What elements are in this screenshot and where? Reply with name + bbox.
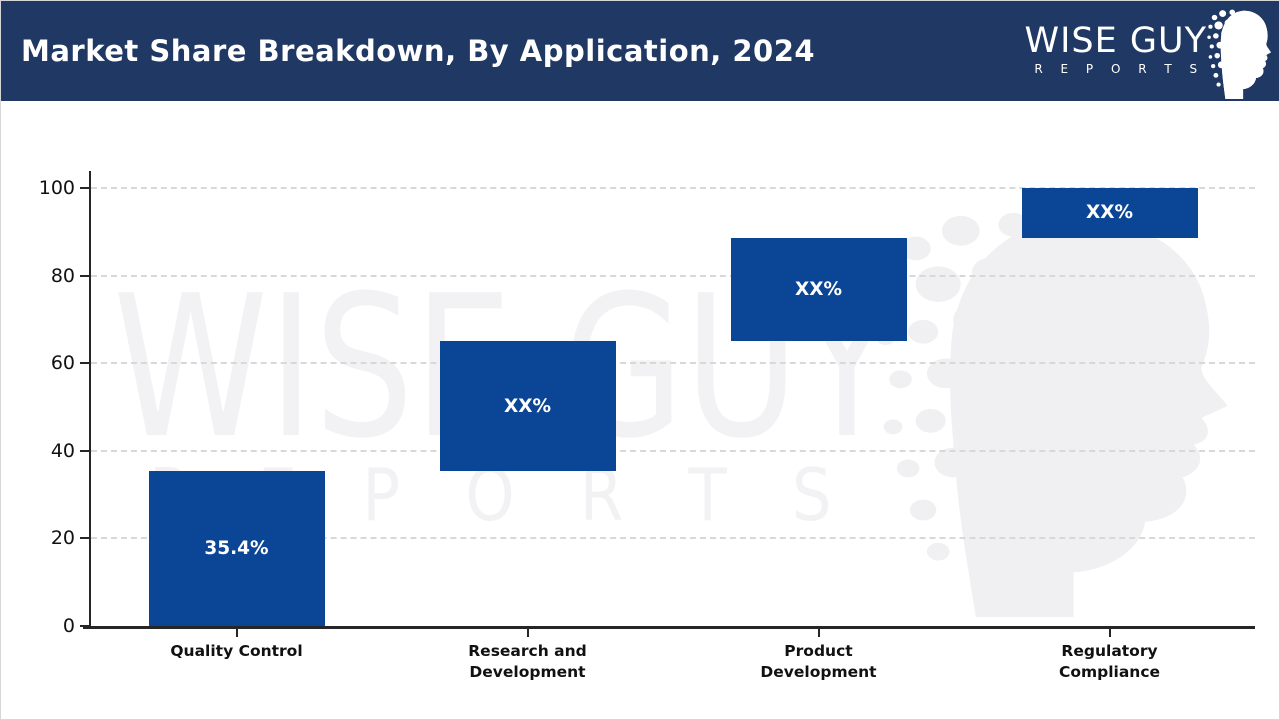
wiseguy-logo-face-icon (1207, 9, 1271, 99)
x-axis-tick-mark (235, 628, 238, 637)
y-axis-tick-label: 100 (38, 177, 75, 199)
y-axis-tick-mark (80, 449, 91, 452)
y-axis-tick-mark (80, 537, 91, 540)
y-axis-tick-label: 60 (50, 352, 75, 375)
bar-value-label: XX% (503, 395, 552, 417)
y-axis-tick-mark (80, 362, 91, 365)
bar-segment: 35.4% (148, 470, 325, 626)
bar-segment: XX% (439, 341, 616, 471)
x-axis-tick-mark (817, 628, 820, 637)
gridline (91, 187, 1255, 189)
gridline (91, 449, 1255, 452)
bar-value-label: XX% (1085, 202, 1134, 224)
x-axis-tick-mark (1108, 628, 1111, 637)
wiseguy-logo: WISE GUY R E P O R T S (1024, 1, 1271, 101)
y-axis-tick-mark (80, 274, 91, 277)
watermark-face-icon (876, 212, 1228, 617)
bar-value-label: XX% (794, 279, 843, 301)
x-axis-category-label: Regulatory Compliance (1058, 642, 1161, 681)
chart-title: Market Share Breakdown, By Application, … (21, 34, 816, 68)
x-axis-line (83, 626, 1255, 629)
x-axis-tick-mark (526, 628, 529, 637)
y-axis-line (89, 171, 91, 628)
gridline (91, 274, 1255, 277)
y-axis-tick-mark (80, 187, 91, 189)
y-axis-tick-label: 80 (50, 264, 75, 287)
bar-segment: XX% (1021, 188, 1198, 238)
bar-value-label: 35.4% (204, 537, 269, 559)
x-axis-category-label: Quality Control (170, 642, 303, 660)
bar-segment: XX% (730, 237, 907, 342)
x-axis-category-label: Research and Development (468, 642, 587, 681)
y-axis-tick-label: 0 (62, 615, 75, 637)
wiseguy-logo-text: WISE GUY R E P O R T S (1024, 23, 1207, 76)
wiseguy-logo-wordmark: WISE GUY (1024, 21, 1207, 61)
gridline (91, 537, 1255, 540)
y-axis-tick-label: 20 (50, 527, 75, 550)
x-axis-category-label: Product Development (760, 642, 877, 681)
wiseguy-logo-subtitle: R E P O R T S (1034, 62, 1205, 76)
gridline (91, 362, 1255, 365)
header-bar: Market Share Breakdown, By Application, … (1, 1, 1279, 101)
y-axis-tick-label: 40 (50, 439, 75, 462)
